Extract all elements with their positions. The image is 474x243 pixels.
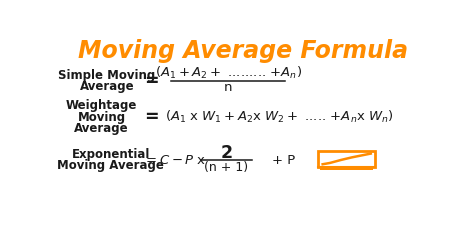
Text: Moving Average: Moving Average xyxy=(57,159,164,172)
Text: + P: + P xyxy=(272,154,296,167)
Text: =: = xyxy=(144,72,158,90)
Text: Exponential: Exponential xyxy=(72,148,150,161)
Text: Simple Moving: Simple Moving xyxy=(58,69,155,81)
Text: Moving Average Formula: Moving Average Formula xyxy=(78,39,408,63)
Text: n: n xyxy=(224,81,232,94)
Text: =: = xyxy=(144,108,158,126)
Bar xyxy=(318,151,375,167)
Text: 2: 2 xyxy=(220,144,232,162)
Text: (n + 1): (n + 1) xyxy=(204,161,248,174)
Text: Moving: Moving xyxy=(77,111,126,124)
Text: $(A_1 + A_2 +$ ......... $+ A_n)$: $(A_1 + A_2 +$ ......... $+ A_n)$ xyxy=(155,65,302,81)
Text: $(A_1$ x $W_1 + A_2$x $W_2 +$ ..... $+ A_n$x $W_n)$: $(A_1$ x $W_1 + A_2$x $W_2 +$ ..... $+ A… xyxy=(165,109,394,125)
Text: Average: Average xyxy=(74,122,129,135)
FancyBboxPatch shape xyxy=(320,168,374,170)
Text: $= C - P$ x: $= C - P$ x xyxy=(143,154,207,167)
Text: Average: Average xyxy=(80,80,134,93)
Text: Weightage: Weightage xyxy=(66,99,137,112)
